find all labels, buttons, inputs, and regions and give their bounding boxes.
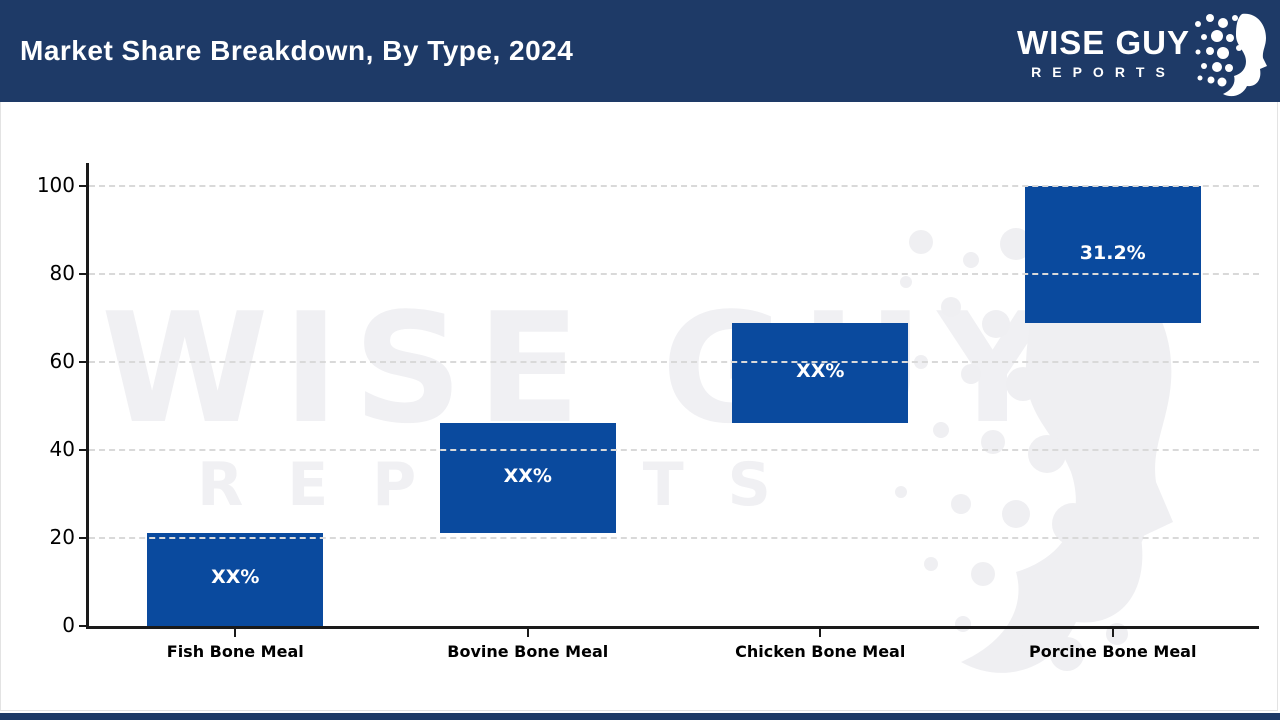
gridline-40 [89,449,1259,451]
y-tick-label-40: 40 [49,437,75,461]
bar-label-4: 31.2% [1079,241,1146,264]
y-tick-60 [79,361,87,363]
y-tick-label-20: 20 [49,525,75,549]
footer-bar [0,713,1280,720]
bar-bovine-bone-meal [439,422,616,533]
gridline-100 [89,185,1259,187]
gridline-60 [89,361,1259,363]
y-tick-20 [79,537,87,539]
logo-face-icon [1195,13,1267,97]
y-axis [86,163,89,629]
y-tick-80 [79,273,87,275]
bar-label-3: XX% [796,360,845,382]
bar-label-2: XX% [503,464,552,487]
bar-fish-bone-meal [147,532,324,626]
page-title: Market Share Breakdown, By Type, 2024 [20,35,574,66]
logo: WISE GUY REPORTS [1008,6,1268,98]
x-axis [86,626,1259,629]
category-label-3: Chicken Bone Meal [735,642,906,661]
bar-porcine-bone-meal [1024,186,1201,324]
bar-chicken-bone-meal [732,323,909,423]
header: Market Share Breakdown, By Type, 2024 WI… [0,0,1280,102]
y-tick-label-60: 60 [49,349,75,373]
x-tick-4 [1111,629,1114,637]
y-tick-label-0: 0 [62,613,75,637]
y-tick-40 [79,449,87,451]
y-tick-0 [79,625,87,627]
x-tick-2 [526,629,529,637]
logo-wordmark: WISE GUY REPORTS [1017,24,1190,80]
x-tick-3 [819,629,822,637]
y-tick-100 [79,185,87,187]
gridline-20 [89,537,1259,539]
logo-line2: REPORTS [1031,64,1176,80]
category-label-4: Porcine Bone Meal [1029,642,1197,661]
gridline-80 [89,273,1259,275]
x-tick-1 [234,629,237,637]
logo-line1: WISE GUY [1016,24,1190,61]
bar-label-1: XX% [211,566,260,589]
category-label-1: Fish Bone Meal [166,642,304,661]
y-tick-label-80: 80 [49,261,75,285]
category-label-2: Bovine Bone Meal [447,642,609,661]
y-tick-label-100: 100 [36,173,75,197]
